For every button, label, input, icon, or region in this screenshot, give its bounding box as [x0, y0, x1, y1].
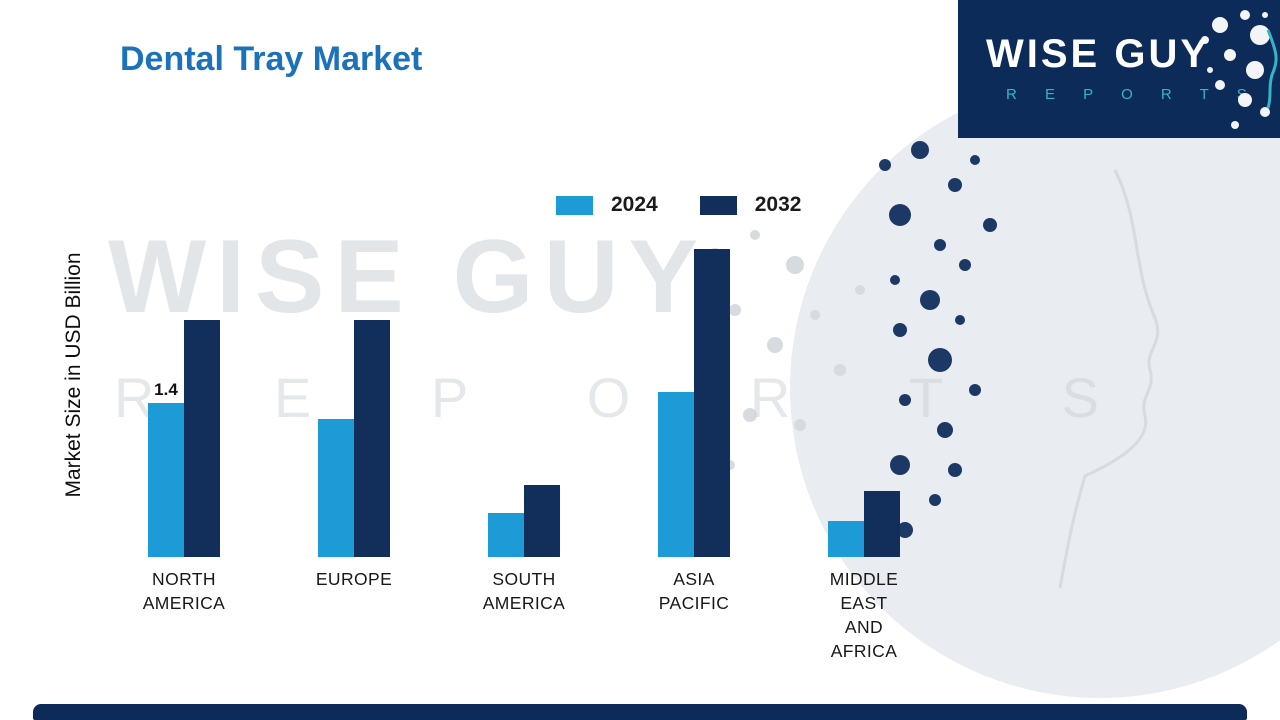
legend-label-2024: 2024 — [611, 193, 658, 216]
chart-legend: 2024 2032 — [556, 193, 801, 217]
x-axis-label-north-america: NORTH AMERICA — [142, 569, 226, 614]
bar-2032-north-america — [184, 320, 220, 557]
bar-group-asia-pacific — [658, 249, 730, 557]
bar-2024-south-america — [488, 513, 524, 557]
legend-item-2032: 2032 — [699, 193, 802, 217]
bar-2032-europe — [354, 320, 390, 557]
bar-2024-asia-pacific — [658, 392, 694, 557]
bar-group-south-america — [488, 485, 560, 557]
bar-2024-middle-east-and-africa — [828, 521, 864, 557]
y-axis-label: Market Size in USD Billion — [62, 252, 85, 498]
logo-subtext: R E P O R T S — [1006, 86, 1259, 103]
bar-2032-asia-pacific — [694, 249, 730, 557]
bar-2032-south-america — [524, 485, 560, 557]
bar-2032-middle-east-and-africa — [864, 491, 900, 557]
bottom-accent-bar — [33, 704, 1247, 720]
x-axis-label-europe: EUROPE — [315, 569, 393, 589]
x-axis-label-south-america: SOUTH AMERICA — [482, 569, 566, 614]
x-axis-label-middle-east-and-africa: MIDDLE EAST AND AFRICA — [829, 569, 899, 662]
bar-group-europe — [318, 320, 390, 557]
legend-item-2024: 2024 — [556, 193, 658, 217]
bar-groups: 1.4 — [148, 227, 900, 557]
bar-2024-europe — [318, 419, 354, 557]
background-circle — [790, 78, 1280, 698]
legend-swatch-2032 — [699, 195, 737, 215]
x-axis-label-asia-pacific: ASIA PACIFIC — [658, 569, 730, 614]
wiseguy-logo: WISE GUY R E P O R T S — [958, 0, 1280, 138]
logo-wordmark: WISE GUY — [986, 32, 1211, 76]
logo-head-icon — [1201, 10, 1278, 129]
legend-swatch-2024 — [556, 195, 593, 215]
bar-2024-north-america — [148, 403, 184, 557]
page-title: Dental Tray Market — [120, 40, 423, 78]
bar-group-middle-east-and-africa — [828, 491, 900, 557]
bar-value-label: 1.4 — [154, 380, 178, 399]
bar-group-north-america: 1.4 — [148, 320, 220, 557]
legend-label-2032: 2032 — [754, 193, 802, 216]
